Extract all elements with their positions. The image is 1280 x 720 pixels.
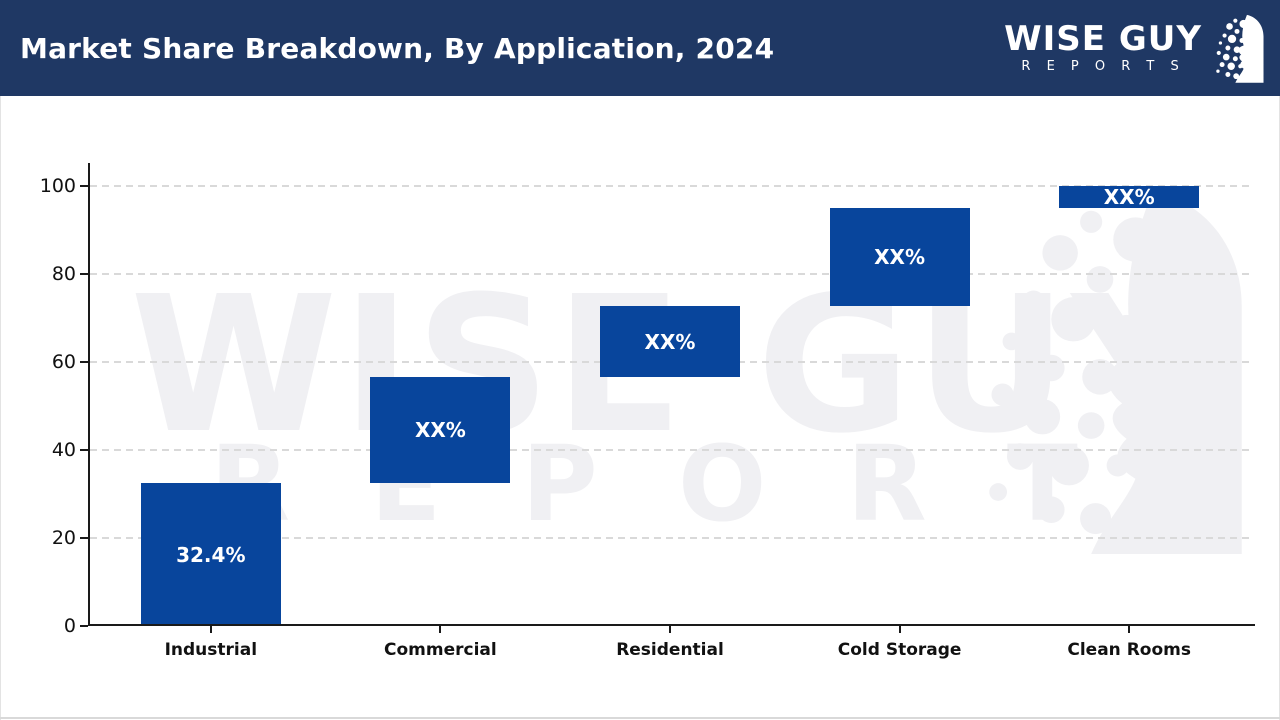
y-axis-line <box>88 163 90 626</box>
y-tick-label: 20 <box>51 527 76 549</box>
y-tick-mark <box>80 273 88 275</box>
page-bottom-border <box>0 717 1280 719</box>
x-tick-label: Commercial <box>384 640 497 660</box>
bar-value-label: XX% <box>644 329 696 354</box>
y-tick-label: 80 <box>51 263 76 285</box>
bar <box>829 208 970 306</box>
bar-value-label: XX% <box>874 244 926 269</box>
bar <box>370 377 511 484</box>
y-tick-mark <box>80 361 88 363</box>
x-axis-line <box>88 624 1255 626</box>
header: Market Share Breakdown, By Application, … <box>0 0 1280 96</box>
y-tick-mark <box>80 625 88 627</box>
page-left-border <box>0 96 1 720</box>
bar <box>600 305 740 378</box>
bar-value-label: XX% <box>414 418 466 443</box>
bar-value-label: XX% <box>1103 185 1155 209</box>
y-tick-label: 100 <box>39 175 76 197</box>
logo-text: WISE GUY R E P O R T S <box>1004 18 1202 75</box>
logo-wordmark: WISE GUY <box>1004 18 1202 59</box>
x-tick-label: Residential <box>616 640 724 660</box>
x-tick-mark <box>898 626 901 633</box>
gridline <box>90 449 1253 451</box>
x-tick-mark <box>669 626 671 633</box>
x-tick-label: Cold Storage <box>837 640 962 660</box>
y-tick-label: 40 <box>51 439 76 461</box>
x-tick-label: Industrial <box>164 640 258 660</box>
bar <box>1059 186 1200 208</box>
y-tick-mark <box>80 537 88 539</box>
bar <box>140 483 281 626</box>
logo-subtext: R E P O R T S <box>1021 59 1185 75</box>
x-tick-mark <box>439 626 442 633</box>
gridline <box>90 185 1253 187</box>
bar-value-label: 32.4% <box>176 542 246 567</box>
x-tick-label: Clean Rooms <box>1067 640 1191 660</box>
y-tick-label: 0 <box>63 615 76 637</box>
y-tick-mark <box>80 449 88 451</box>
page-title: Market Share Breakdown, By Application, … <box>20 31 775 65</box>
gridline <box>90 273 1253 275</box>
y-tick-label: 60 <box>51 351 76 373</box>
y-tick-mark <box>80 185 88 187</box>
wise-guy-logo: WISE GUY R E P O R T S <box>1004 13 1280 83</box>
x-tick-mark <box>1128 626 1131 633</box>
gridline <box>90 537 1253 539</box>
x-tick-mark <box>209 626 212 633</box>
